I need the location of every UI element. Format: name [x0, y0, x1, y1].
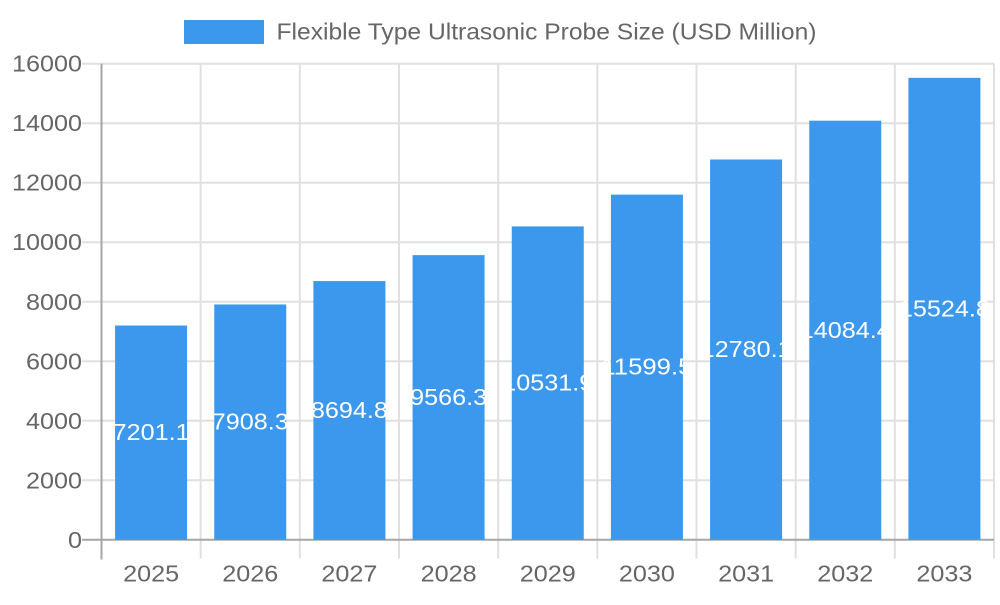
svg-text:Flexible Type Ultrasonic Probe: Flexible Type Ultrasonic Probe Size (USD… — [277, 19, 817, 45]
svg-text:11599.5: 11599.5 — [601, 354, 692, 380]
svg-text:4000: 4000 — [26, 408, 82, 434]
svg-text:7908.3: 7908.3 — [212, 409, 289, 435]
svg-text:2032: 2032 — [817, 560, 873, 586]
svg-text:16000: 16000 — [12, 51, 82, 77]
svg-text:2029: 2029 — [520, 560, 576, 586]
svg-text:2033: 2033 — [916, 560, 972, 586]
svg-text:10531.9: 10531.9 — [502, 370, 593, 396]
svg-text:6000: 6000 — [26, 348, 82, 374]
svg-text:2027: 2027 — [321, 560, 377, 586]
svg-text:2026: 2026 — [222, 560, 278, 586]
svg-text:9566.3: 9566.3 — [410, 384, 487, 410]
svg-text:2030: 2030 — [619, 560, 675, 586]
svg-text:7201.1: 7201.1 — [113, 419, 190, 445]
svg-text:2000: 2000 — [26, 467, 82, 493]
svg-text:15524.8: 15524.8 — [899, 295, 990, 321]
svg-text:12780.1: 12780.1 — [701, 336, 792, 362]
svg-text:2025: 2025 — [123, 560, 179, 586]
svg-text:12000: 12000 — [12, 170, 82, 196]
svg-text:8000: 8000 — [26, 289, 82, 315]
svg-text:10000: 10000 — [12, 229, 82, 255]
svg-text:2028: 2028 — [421, 560, 477, 586]
svg-text:14084.4: 14084.4 — [800, 317, 891, 343]
svg-text:0: 0 — [68, 527, 82, 553]
svg-text:8694.8: 8694.8 — [311, 397, 388, 423]
svg-text:2031: 2031 — [718, 560, 774, 586]
svg-text:14000: 14000 — [12, 110, 82, 136]
